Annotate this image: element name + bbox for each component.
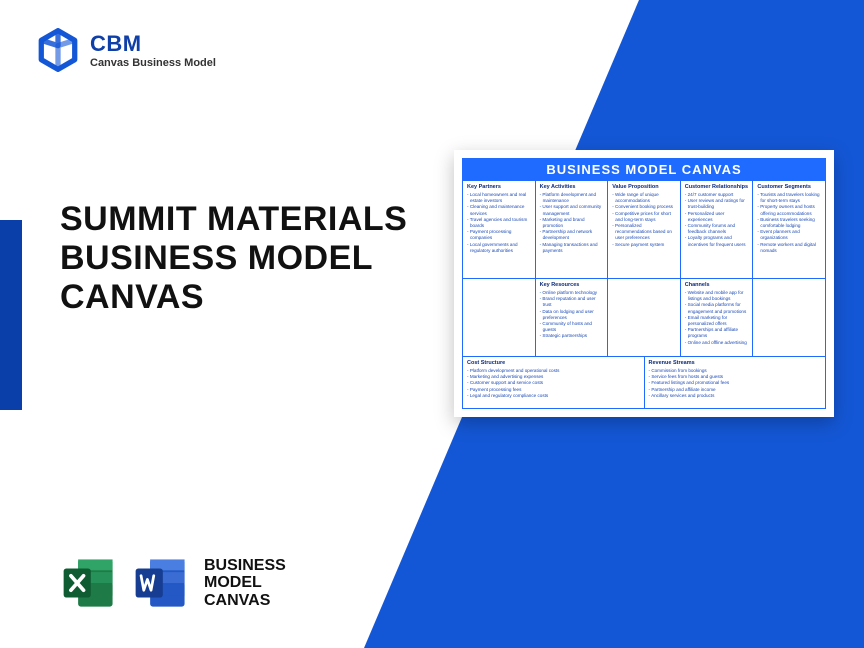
hex-logo-icon (36, 28, 80, 72)
list-item: Online and offline advertising (685, 340, 749, 346)
cell-heading: Key Partners (467, 184, 531, 190)
cell-value-proposition: Value Proposition Wide range of unique a… (608, 181, 681, 279)
list-item: User support and community management (540, 204, 604, 216)
cell-heading: Customer Relationships (685, 184, 749, 190)
cell-heading: Key Activities (540, 184, 604, 190)
footer-label: BUSINESS MODEL CANVAS (204, 557, 286, 610)
list-item: Personalized user experiences (685, 211, 749, 223)
cell-key-resources: Key Resources Online platform technology… (536, 279, 609, 357)
word-icon (132, 554, 190, 612)
list-item: Property owners and hosts offering accom… (757, 204, 821, 216)
cell-heading: Cost Structure (467, 360, 640, 366)
canvas-row-top: Key Partners Local homeowners and real e… (462, 181, 826, 279)
list-item: Data on lodging and user preferences (540, 309, 604, 321)
list-item: Cleaning and maintenance services (467, 204, 531, 216)
cell-revenue-streams: Revenue Streams Commission from bookings… (645, 357, 827, 409)
list-item: Partnerships and affiliate programs (685, 327, 749, 339)
cell-cost-structure: Cost Structure Platform development and … (463, 357, 645, 409)
list-item: Competitive prices for short and long-te… (612, 211, 676, 223)
cell-customer-segments: Customer Segments Tourists and travelers… (753, 181, 826, 279)
list-item: Social media platforms for engagement an… (685, 302, 749, 314)
excel-icon (60, 554, 118, 612)
accent-bar (0, 220, 22, 410)
brand-logo: CBM Canvas Business Model (36, 28, 216, 72)
cell-blank (463, 279, 536, 357)
list-item: Ancillary services and products (649, 393, 822, 399)
canvas-card: BUSINESS MODEL CANVAS Key Partners Local… (454, 150, 834, 417)
list-item: Local homeowners and real estate investo… (467, 192, 531, 204)
canvas-row-bottom: Cost Structure Platform development and … (462, 357, 826, 409)
list-item: Tourists and travelers looking for short… (757, 192, 821, 204)
list-item: Loyalty programs and incentives for freq… (685, 235, 749, 247)
list-item: User reviews and ratings for trust-build… (685, 198, 749, 210)
cell-blank (608, 279, 681, 357)
list-item: Remote workers and digital nomads (757, 242, 821, 254)
canvas-title: BUSINESS MODEL CANVAS (462, 158, 826, 181)
cell-heading: Channels (685, 282, 749, 288)
list-item: Community forums and feedback channels (685, 223, 749, 235)
list-item: Marketing and brand promotion (540, 217, 604, 229)
list-item: Local governments and regulatory authori… (467, 242, 531, 254)
cell-heading: Customer Segments (757, 184, 821, 190)
cell-customer-relationships: Customer Relationships 24/7 customer sup… (681, 181, 754, 279)
cell-heading: Key Resources (540, 282, 604, 288)
list-item: Website and mobile app for listings and … (685, 290, 749, 302)
list-item: Platform development and maintenance (540, 192, 604, 204)
cell-blank (753, 279, 826, 357)
list-item: Payment processing companies (467, 229, 531, 241)
footer-apps: BUSINESS MODEL CANVAS (60, 554, 286, 612)
canvas-row-mid: Key Resources Online platform technology… (462, 279, 826, 357)
cell-heading: Value Proposition (612, 184, 676, 190)
list-item: Managing transactions and payments (540, 242, 604, 254)
list-item: Strategic partnerships (540, 333, 604, 339)
list-item: Secure payment system (612, 242, 676, 248)
list-item: Email marketing for personalized offers (685, 315, 749, 327)
list-item: Legal and regulatory compliance costs (467, 393, 640, 399)
list-item: Community of hosts and guests (540, 321, 604, 333)
cell-channels: Channels Website and mobile app for list… (681, 279, 754, 357)
list-item: Event planners and organizations (757, 229, 821, 241)
list-item: Business travelers seeking comfortable l… (757, 217, 821, 229)
list-item: Wide range of unique accommodations (612, 192, 676, 204)
brand-long: Canvas Business Model (90, 57, 216, 69)
list-item: Partnership and network development (540, 229, 604, 241)
cell-key-activities: Key Activities Platform development and … (536, 181, 609, 279)
list-item: Brand reputation and user trust (540, 296, 604, 308)
cell-heading: Revenue Streams (649, 360, 822, 366)
cell-key-partners: Key Partners Local homeowners and real e… (463, 181, 536, 279)
list-item: Convenient booking process (612, 204, 676, 210)
list-item: Travel agencies and tourism boards (467, 217, 531, 229)
page-headline: SUMMIT MATERIALS BUSINESS MODEL CANVAS (60, 200, 420, 317)
brand-short: CBM (90, 31, 216, 57)
list-item: Personalized recommendations based on us… (612, 223, 676, 242)
